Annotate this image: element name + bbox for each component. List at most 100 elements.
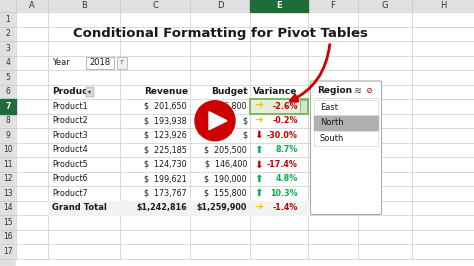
Polygon shape [209, 112, 227, 130]
Text: $  199,621: $ 199,621 [144, 174, 187, 183]
Bar [250, 99, 308, 114]
Text: ⊘: ⊘ [365, 86, 372, 95]
Text: $  124,730: $ 124,730 [145, 160, 187, 169]
Text: 10: 10 [3, 145, 13, 154]
Text: 2: 2 [6, 29, 10, 38]
Text: $1,242,816: $1,242,816 [137, 203, 187, 212]
Text: E: E [276, 2, 282, 10]
Text: 7: 7 [6, 102, 10, 111]
Text: 8: 8 [6, 116, 10, 125]
Text: ➜: ➜ [254, 116, 263, 126]
Text: Product3: Product3 [52, 131, 88, 140]
Text: 12: 12 [3, 174, 13, 183]
Text: $  225,185: $ 225,185 [144, 145, 187, 154]
Text: $  173,767: $ 173,767 [144, 189, 187, 198]
Text: Year: Year [52, 58, 70, 67]
Bar [86, 86, 94, 97]
Bar [0, 99, 16, 114]
Text: D: D [217, 2, 223, 10]
Text: $  201,650: $ 201,650 [145, 102, 187, 111]
Text: H: H [440, 2, 446, 10]
Text: 8.7%: 8.7% [276, 145, 298, 154]
Text: ⬆: ⬆ [254, 145, 263, 155]
Bar [300, 100, 307, 113]
Text: ⬆: ⬆ [254, 174, 263, 184]
Text: G: G [382, 2, 388, 10]
Text: North: North [320, 118, 344, 127]
Text: Product1: Product1 [52, 102, 88, 111]
Text: Product5: Product5 [52, 160, 88, 169]
Text: Product7: Product7 [52, 189, 88, 198]
FancyBboxPatch shape [198, 107, 232, 135]
Text: 14: 14 [3, 203, 13, 212]
Text: $  206,800: $ 206,800 [204, 102, 247, 111]
Text: -1.4%: -1.4% [273, 203, 298, 212]
Text: 2018: 2018 [90, 58, 110, 67]
Text: $  146,400: $ 146,400 [205, 160, 247, 169]
Text: ➜: ➜ [254, 203, 263, 213]
Text: $  190,000: $ 190,000 [204, 174, 247, 183]
Text: A: A [29, 2, 35, 10]
Text: Revenue: Revenue [144, 87, 188, 96]
Text: Conditional Formatting for Pivot Tables: Conditional Formatting for Pivot Tables [73, 27, 367, 40]
Text: 4: 4 [6, 58, 10, 67]
Text: C: C [152, 2, 158, 10]
Text: F: F [330, 2, 336, 10]
Bar [314, 131, 378, 146]
Text: $  123,926: $ 123,926 [144, 131, 187, 140]
Text: Product4: Product4 [52, 145, 88, 154]
Text: E: E [276, 2, 282, 10]
Text: $  155,800: $ 155,800 [204, 189, 247, 198]
Text: $: $ [242, 116, 247, 125]
Text: B: B [81, 2, 87, 10]
Text: Budget: Budget [211, 87, 248, 96]
Text: ⬆: ⬆ [254, 188, 263, 198]
Bar [86, 56, 114, 69]
Text: 13: 13 [3, 189, 13, 198]
Text: 16: 16 [3, 232, 13, 241]
Text: 11: 11 [3, 160, 13, 169]
Text: 10.3%: 10.3% [270, 189, 298, 198]
Text: $: $ [242, 131, 247, 140]
Text: 17: 17 [3, 247, 13, 256]
Text: 15: 15 [3, 218, 13, 227]
Text: Product: Product [52, 87, 92, 96]
Text: 1: 1 [6, 15, 10, 24]
Text: 9: 9 [6, 131, 10, 140]
Text: 3: 3 [6, 44, 10, 53]
Text: -0.2%: -0.2% [273, 116, 298, 125]
Text: $  205,500: $ 205,500 [204, 145, 247, 154]
Text: Product6: Product6 [52, 174, 88, 183]
Bar [314, 115, 378, 130]
Bar [314, 100, 378, 114]
Text: 4.8%: 4.8% [276, 174, 298, 183]
Circle shape [195, 101, 235, 141]
Bar [0, 0, 474, 12]
Text: ⬇: ⬇ [254, 130, 263, 140]
Text: 6: 6 [6, 87, 10, 96]
Bar [250, 0, 308, 12]
Text: 5: 5 [6, 73, 10, 82]
Text: Region: Region [317, 86, 352, 95]
Text: $1,259,900: $1,259,900 [197, 203, 247, 212]
Text: South: South [320, 134, 345, 143]
Text: ≋: ≋ [354, 85, 362, 95]
Text: 7: 7 [5, 102, 11, 111]
Text: East: East [320, 103, 338, 112]
Text: ⬇: ⬇ [254, 159, 263, 169]
Bar [250, 99, 308, 114]
Text: T: T [120, 60, 124, 65]
Bar [48, 201, 308, 215]
Text: -2.6%: -2.6% [273, 102, 298, 111]
Text: ▾: ▾ [89, 89, 91, 94]
FancyBboxPatch shape [310, 81, 382, 214]
Text: Variance: Variance [253, 87, 297, 96]
Text: Product2: Product2 [52, 116, 88, 125]
Text: -17.4%: -17.4% [267, 160, 298, 169]
Text: ➜: ➜ [254, 101, 263, 111]
Text: $  193,938: $ 193,938 [145, 116, 187, 125]
Bar [0, 0, 16, 266]
Text: Grand Total: Grand Total [52, 203, 107, 212]
Text: -30.0%: -30.0% [267, 131, 298, 140]
Bar [117, 56, 127, 69]
